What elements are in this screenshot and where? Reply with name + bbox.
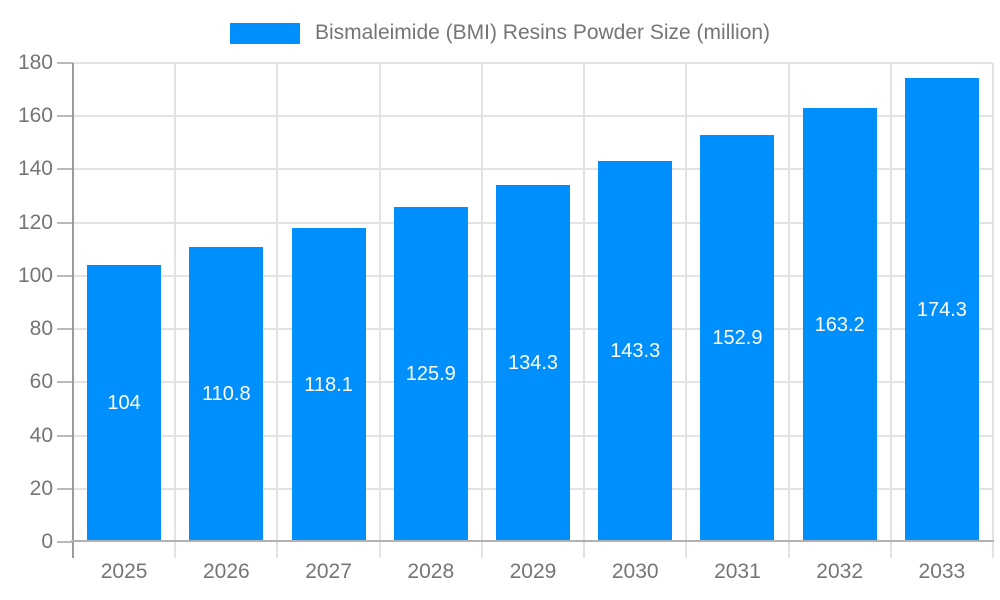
x-axis-label: 2031 bbox=[714, 560, 761, 583]
x-axis-label: 2026 bbox=[202, 560, 250, 583]
y-axis-tick bbox=[57, 115, 73, 118]
bar-value-label: 163.2 bbox=[814, 313, 865, 336]
bar-value-label: 143.3 bbox=[610, 340, 661, 362]
y-axis-label: 0 bbox=[41, 530, 53, 553]
gridline-vertical bbox=[889, 63, 892, 558]
x-axis-label: 2028 bbox=[407, 560, 455, 583]
bar-value-label: 134.3 bbox=[507, 352, 559, 374]
bar[interactable]: 125.9 bbox=[393, 207, 468, 542]
x-axis-label: 2033 bbox=[918, 560, 966, 583]
x-axis-label: 2032 bbox=[816, 560, 864, 583]
legend-label: Bismaleimide (BMI) Resins Powder Size (m… bbox=[314, 21, 771, 44]
gridline-vertical bbox=[378, 63, 381, 558]
bar-value-label: 104 bbox=[107, 392, 141, 414]
y-axis-tick bbox=[57, 221, 73, 224]
bar[interactable]: 143.3 bbox=[598, 161, 673, 542]
y-axis-line bbox=[72, 63, 74, 558]
gridline-vertical bbox=[276, 63, 279, 558]
legend-item[interactable]: Bismaleimide (BMI) Resins Powder Size (m… bbox=[229, 21, 771, 45]
bar-value-label: 152.9 bbox=[712, 327, 763, 349]
y-axis-tick bbox=[57, 62, 73, 64]
bar[interactable]: 174.3 bbox=[904, 78, 979, 542]
y-axis-label: 80 bbox=[29, 317, 53, 341]
x-axis-label: 2029 bbox=[509, 560, 557, 583]
x-axis-label: 2025 bbox=[100, 560, 148, 583]
legend-swatch bbox=[229, 22, 300, 44]
bar-value-label: 125.9 bbox=[405, 363, 456, 385]
y-axis-tick bbox=[57, 381, 73, 384]
y-axis-label: 60 bbox=[29, 370, 53, 394]
y-axis-tick bbox=[57, 328, 73, 331]
bar-value-label: 174.3 bbox=[916, 298, 967, 321]
y-axis-tick bbox=[57, 541, 73, 543]
gridline-vertical bbox=[685, 63, 688, 558]
x-axis-label: 2030 bbox=[611, 560, 659, 583]
bar-value-label: 118.1 bbox=[304, 373, 353, 396]
bar-value-label: 110.8 bbox=[202, 383, 251, 405]
y-axis-label: 160 bbox=[17, 104, 53, 128]
gridline-vertical bbox=[480, 63, 483, 558]
bar[interactable]: 163.2 bbox=[802, 108, 877, 542]
y-axis-tick bbox=[57, 487, 73, 490]
plot-area: 0 20 40 60 80 100 120 140 160 180 104 2025 110.8 2026… bbox=[18, 51, 994, 583]
bar[interactable]: 104 bbox=[87, 265, 162, 542]
y-axis-tick bbox=[57, 434, 73, 437]
y-axis-label: 40 bbox=[29, 423, 53, 447]
gridline-vertical bbox=[174, 63, 177, 558]
gridline-horizontal bbox=[73, 168, 993, 171]
gridline-vertical bbox=[992, 63, 994, 558]
legend: Bismaleimide (BMI) Resins Powder Size (m… bbox=[0, 21, 1000, 45]
gridline-vertical bbox=[583, 63, 586, 558]
x-axis-line bbox=[71, 540, 994, 542]
bar[interactable]: 118.1 bbox=[291, 228, 366, 542]
bar[interactable]: 152.9 bbox=[700, 135, 775, 542]
y-axis-tick bbox=[57, 274, 73, 277]
gridline-horizontal bbox=[73, 62, 993, 64]
y-axis-label: 140 bbox=[17, 157, 53, 181]
y-axis-label: 180 bbox=[17, 51, 53, 74]
bar[interactable]: 134.3 bbox=[496, 185, 570, 542]
y-axis-label: 100 bbox=[17, 263, 53, 287]
bar[interactable]: 110.8 bbox=[189, 247, 264, 542]
y-axis-label: 120 bbox=[17, 210, 53, 234]
gridline-horizontal bbox=[73, 115, 993, 118]
y-axis-label: 20 bbox=[29, 476, 53, 500]
x-axis-label: 2027 bbox=[305, 560, 352, 583]
gridline-vertical bbox=[787, 63, 790, 558]
y-axis-tick bbox=[57, 168, 73, 171]
